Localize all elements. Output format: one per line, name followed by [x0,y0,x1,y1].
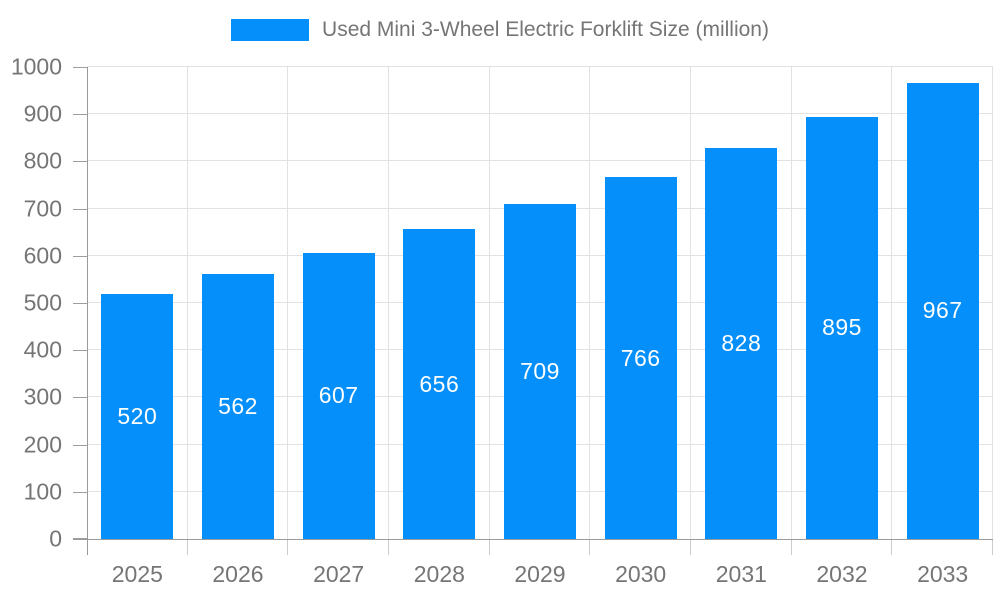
bar[interactable]: 895 [806,116,878,539]
bar-value-label: 607 [318,382,359,409]
y-axis-tick-label: 700 [23,195,62,222]
y-axis-tick [73,350,87,352]
bar-value-label: 709 [520,358,560,385]
x-axis-category-label: 2032 [816,561,868,587]
y-axis-tick-label: 600 [23,242,62,269]
chart-legend[interactable]: Used Mini 3-Wheel Electric Forklift Size… [0,18,1000,42]
gridline-horizontal [87,160,993,162]
x-axis-tick [790,539,792,555]
bar-value-label: 766 [620,344,661,371]
x-axis-category-label: 2029 [514,561,566,587]
bar[interactable]: 607 [302,252,375,539]
legend-swatch[interactable] [231,19,310,41]
x-axis-tick [690,539,691,555]
y-axis-tick [73,303,87,304]
bar-value-label: 520 [117,402,158,429]
x-axis-tick [589,539,591,555]
x-axis-line [73,539,993,540]
gridline-vertical [790,67,792,539]
x-axis-category-label: 2025 [111,561,163,587]
bar[interactable]: 709 [504,204,576,539]
x-axis-category-label: 2033 [917,561,969,587]
gridline-vertical [992,67,993,539]
y-axis-tick-label: 500 [23,289,62,316]
gridline-vertical [388,67,389,539]
bar[interactable]: 967 [906,82,979,539]
bar-value-label: 895 [822,314,862,341]
bar[interactable]: 562 [202,273,274,539]
x-axis-category-label: 2030 [615,561,667,587]
bar[interactable]: 520 [101,293,174,539]
gridline-horizontal [87,113,993,115]
y-axis-tick-label: 900 [23,100,62,127]
y-axis-tick [73,444,87,446]
x-axis-tick [287,539,289,555]
x-axis-category-label: 2031 [715,561,767,587]
x-axis-tick [992,539,993,555]
gridline-horizontal [87,66,993,67]
gridline-vertical [488,67,490,539]
y-axis-tick [73,67,87,68]
y-axis-tick [73,491,87,493]
y-axis-tick [73,208,87,210]
gridline-vertical [891,67,893,539]
y-axis-tick [73,161,87,163]
y-axis-tick [73,538,87,539]
bar-value-label: 967 [922,297,963,324]
bar[interactable]: 766 [604,177,677,539]
x-axis-category-label: 2026 [212,561,264,587]
y-axis-tick-label: 0 [49,525,62,552]
y-axis-tick-label: 100 [23,478,62,505]
y-axis-tick [73,255,87,257]
y-axis-tick-label: 400 [23,336,62,363]
gridline-vertical [186,67,188,539]
plot-area: 0 100 200 300 400 500 600 700 800 900 1000 520 562 60… [11,54,993,587]
bar[interactable]: 656 [403,229,476,539]
y-axis-tick-label: 800 [23,147,62,174]
bar-value-label: 562 [218,392,258,419]
y-axis-tick-label: 300 [23,383,62,410]
x-axis-category-label: 2027 [313,561,365,587]
legend-series-label: Used Mini 3-Wheel Electric Forklift Size… [322,18,769,41]
bar-value-label: 828 [721,330,762,357]
y-axis-tick-label: 200 [23,431,62,458]
x-axis-tick [186,539,188,555]
gridline-vertical [690,67,691,539]
bar-value-label: 656 [419,370,460,397]
gridline-vertical [589,67,591,539]
gridline-vertical [287,67,289,539]
x-axis-tick [891,539,893,555]
y-axis-line [87,67,88,555]
x-axis-category-label: 2028 [413,561,465,587]
y-axis-tick-label: 1000 [10,53,62,80]
y-axis-tick [73,397,87,399]
y-axis-tick [73,114,87,116]
x-axis-tick [388,539,389,555]
x-axis-tick [488,539,490,555]
bar[interactable]: 828 [705,148,778,539]
